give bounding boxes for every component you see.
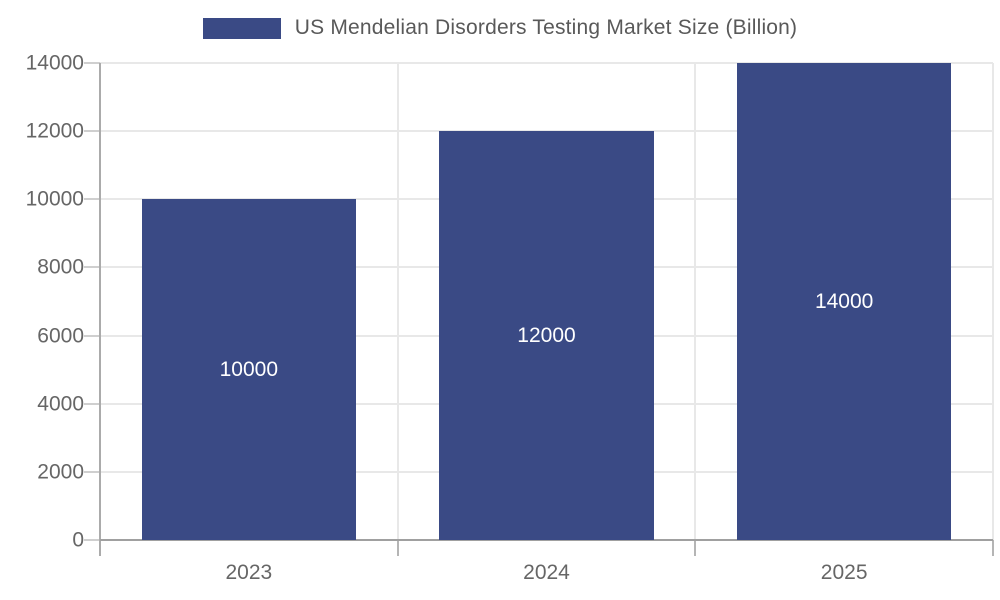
gridline-vertical xyxy=(992,63,994,540)
y-axis-tick-label: 12000 xyxy=(25,119,84,143)
gridline-vertical xyxy=(694,63,697,540)
gridline-horizontal xyxy=(100,62,993,64)
bar-value-label: 12000 xyxy=(517,324,576,348)
y-axis-tick xyxy=(84,402,100,405)
y-axis-tick-label: 8000 xyxy=(37,255,84,279)
y-axis-tick xyxy=(84,62,100,64)
y-axis-tick-label: 0 xyxy=(72,528,84,552)
legend-label: US Mendelian Disorders Testing Market Si… xyxy=(294,16,798,39)
y-axis-tick xyxy=(84,198,100,201)
y-axis-tick xyxy=(84,539,100,541)
bar-value-label: 10000 xyxy=(219,358,279,382)
y-axis-tick-label: 14000 xyxy=(25,51,84,75)
y-axis-tick-label: 10000 xyxy=(25,187,84,211)
y-axis-tick xyxy=(84,470,100,473)
x-axis-tick xyxy=(992,540,994,556)
x-axis-line xyxy=(100,539,993,541)
y-axis-tick-label: 6000 xyxy=(37,324,84,348)
y-axis-line xyxy=(99,63,101,556)
x-axis-tick xyxy=(396,540,399,556)
y-axis-tick xyxy=(84,334,100,337)
legend: US Mendelian Disorders Testing Market Si… xyxy=(0,16,1000,40)
legend-swatch xyxy=(202,17,281,39)
y-axis-tick-label: 2000 xyxy=(37,460,84,484)
y-axis-tick xyxy=(84,266,100,269)
bar: 10000 xyxy=(141,199,356,540)
x-axis-tick-label: 2024 xyxy=(523,561,570,584)
bar: 12000 xyxy=(439,131,654,540)
gridline-vertical xyxy=(396,63,399,540)
bar: 14000 xyxy=(737,63,952,540)
y-axis-tick-label: 4000 xyxy=(37,392,84,416)
y-axis-tick xyxy=(84,130,100,133)
bar-value-label: 14000 xyxy=(814,290,874,313)
x-axis-tick-label: 2023 xyxy=(225,561,273,584)
x-axis-tick-label: 2025 xyxy=(820,561,868,584)
x-axis-tick xyxy=(694,540,697,556)
